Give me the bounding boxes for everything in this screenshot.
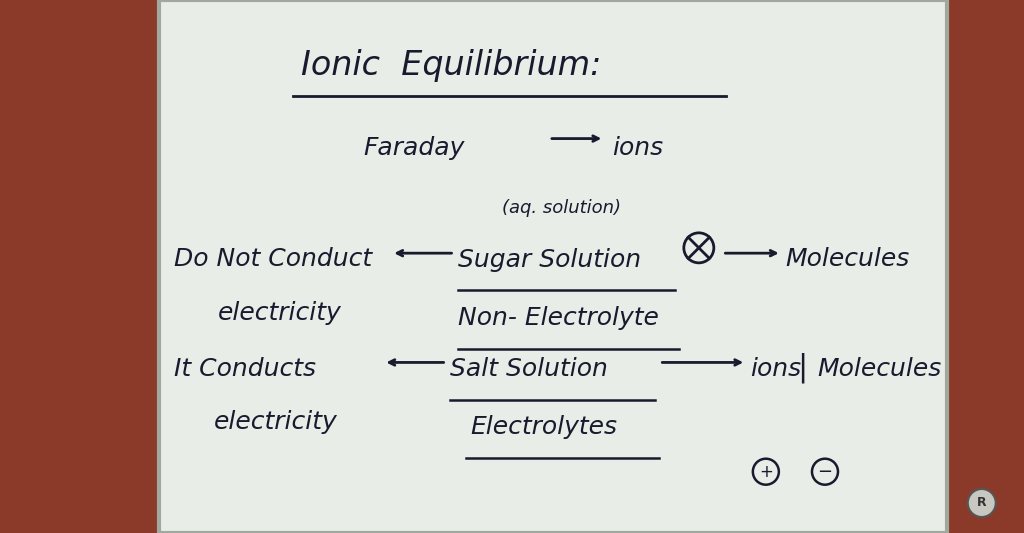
Text: Sugar Solution: Sugar Solution <box>459 247 641 271</box>
Text: Electrolytes: Electrolytes <box>470 415 617 439</box>
Text: electricity: electricity <box>214 410 338 434</box>
Text: |: | <box>798 353 808 383</box>
Text: +: + <box>759 463 773 481</box>
Text: Molecules: Molecules <box>785 247 909 271</box>
Bar <box>159 0 947 533</box>
Text: It Conducts: It Conducts <box>174 357 316 381</box>
Text: Faraday: Faraday <box>364 135 465 159</box>
Text: ions: ions <box>612 135 664 159</box>
Text: Non- Electrolyte: Non- Electrolyte <box>459 306 659 330</box>
Text: ions: ions <box>750 357 801 381</box>
Circle shape <box>968 489 995 517</box>
Text: Ionic  Equilibrium:: Ionic Equilibrium: <box>301 49 601 82</box>
Text: Salt Solution: Salt Solution <box>451 357 608 381</box>
Text: (aq. solution): (aq. solution) <box>502 199 621 217</box>
Text: Molecules: Molecules <box>817 357 941 381</box>
Text: Do Not Conduct: Do Not Conduct <box>174 247 373 271</box>
Text: electricity: electricity <box>218 301 342 325</box>
Text: R: R <box>977 497 986 510</box>
Text: −: − <box>817 463 833 481</box>
